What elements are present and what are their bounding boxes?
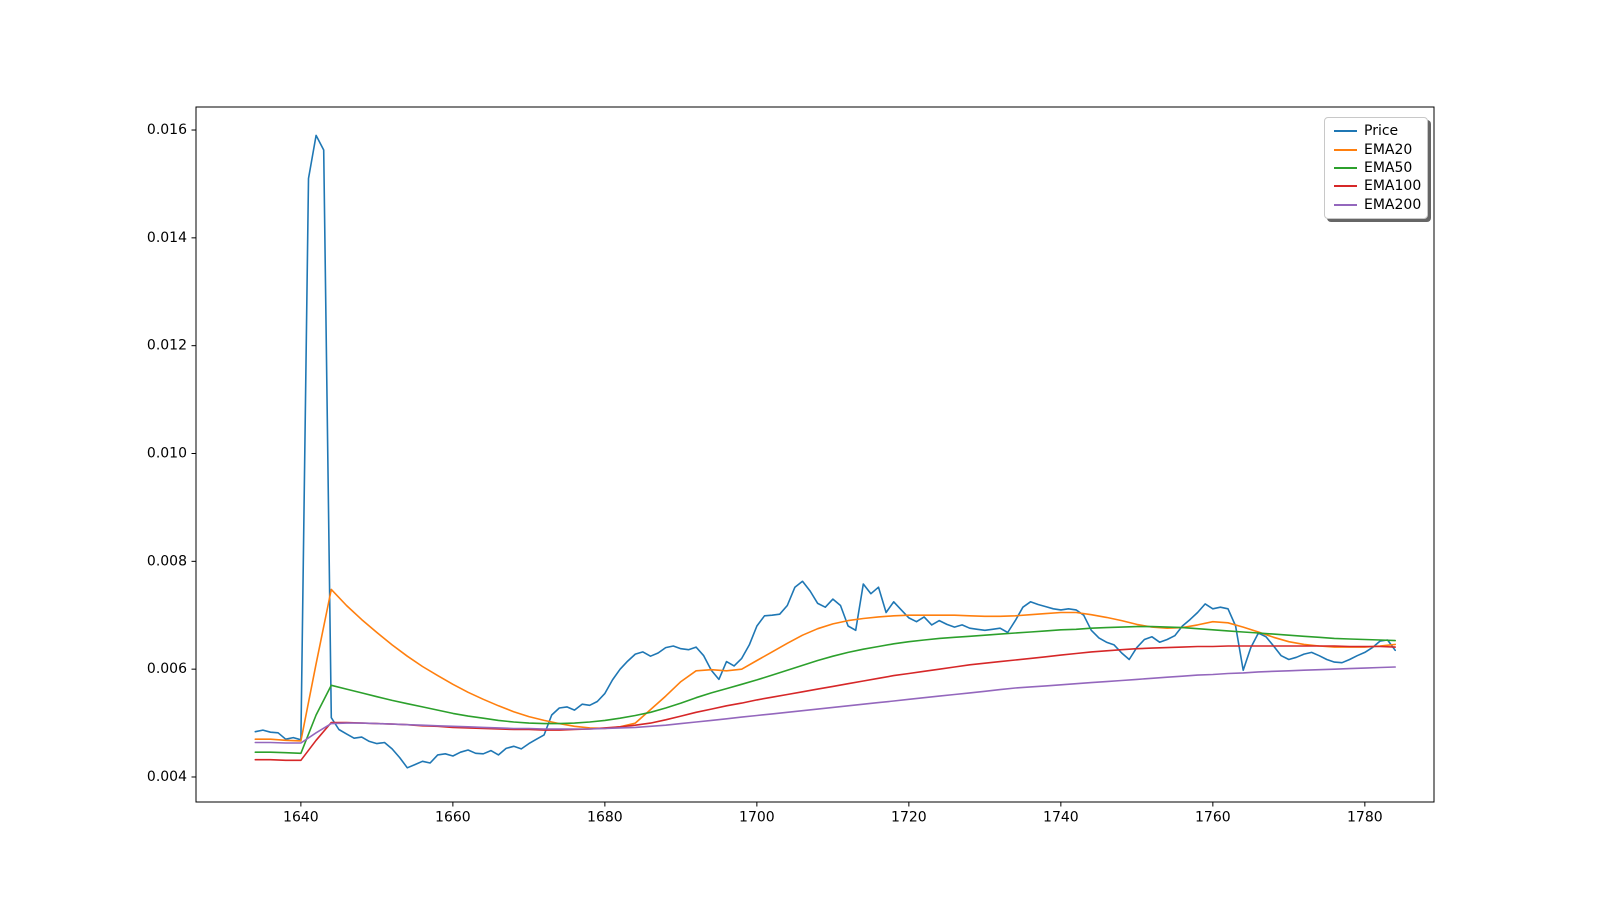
legend: Price EMA20 EMA50 EMA100 EMA200 — [1324, 117, 1428, 219]
series-line-ema50 — [254, 625, 1396, 755]
ema50-line-sample-icon — [1334, 167, 1357, 170]
x-tick-label-1640: 1640 — [283, 810, 319, 826]
series-line-price — [254, 134, 1396, 769]
legend-entry-ema100: EMA100 — [1334, 177, 1422, 195]
ema200-line-sample-icon — [1334, 203, 1357, 206]
legend-entry-ema50: EMA50 — [1334, 159, 1418, 177]
y-tick-label-0.004: 0.004 — [147, 769, 187, 785]
x-tick-label-1720: 1720 — [891, 810, 927, 826]
y-tick-label-0.008: 0.008 — [147, 553, 187, 569]
legend-label: EMA200 — [1364, 196, 1422, 213]
series-line-ema20 — [254, 588, 1396, 742]
series-line-ema100 — [254, 645, 1396, 762]
x-tick-label-1760: 1760 — [1195, 810, 1231, 826]
legend-label: EMA100 — [1364, 178, 1422, 195]
ema100-line-sample-icon — [1334, 185, 1357, 188]
series-line-ema200 — [254, 666, 1396, 744]
y-tick-label-0.006: 0.006 — [147, 661, 187, 677]
x-tick-label-1740: 1740 — [1043, 810, 1079, 826]
ema20-line-sample-icon — [1334, 148, 1357, 151]
legend-label: Price — [1364, 123, 1399, 140]
legend-entry-ema20: EMA20 — [1334, 140, 1418, 158]
y-tick-label-0.010: 0.010 — [147, 446, 187, 462]
x-tick-label-1780: 1780 — [1347, 810, 1383, 826]
axes-spines — [195, 106, 1435, 803]
price-line-sample-icon — [1334, 130, 1357, 133]
x-tick-label-1680: 1680 — [587, 810, 623, 826]
y-tick-label-0.016: 0.016 — [147, 122, 187, 138]
y-tick-label-0.012: 0.012 — [147, 338, 187, 354]
legend-entry-ema200: EMA200 — [1334, 196, 1422, 214]
legend-label: EMA20 — [1364, 141, 1413, 158]
y-tick-label-0.014: 0.014 — [147, 230, 187, 246]
legend-label: EMA50 — [1364, 160, 1413, 177]
legend-entry-price: Price — [1334, 122, 1418, 140]
x-tick-label-1660: 1660 — [435, 810, 471, 826]
x-tick-label-1700: 1700 — [739, 810, 775, 826]
